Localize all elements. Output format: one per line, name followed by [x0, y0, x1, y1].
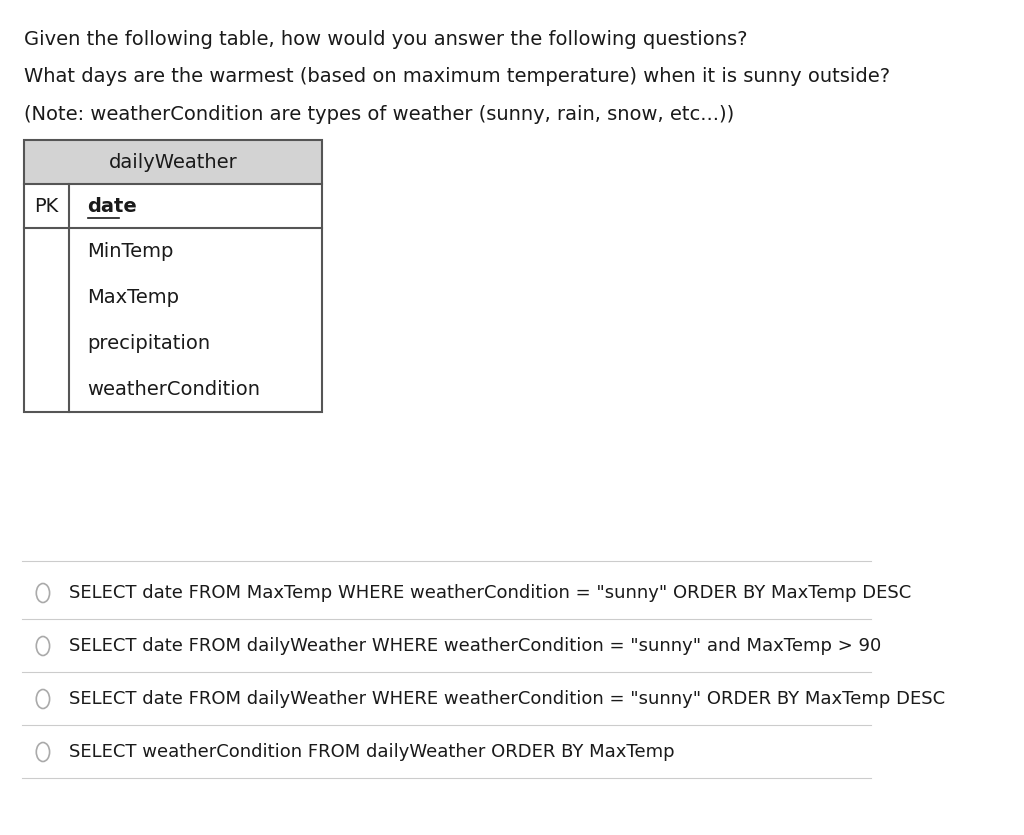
Text: MaxTemp: MaxTemp: [88, 287, 179, 306]
Text: MinTemp: MinTemp: [88, 241, 174, 261]
Text: dailyWeather: dailyWeather: [109, 153, 238, 171]
Text: SELECT weatherCondition FROM dailyWeather ORDER BY MaxTemp: SELECT weatherCondition FROM dailyWeathe…: [69, 743, 675, 761]
Text: Given the following table, how would you answer the following questions?: Given the following table, how would you…: [24, 30, 748, 49]
Text: SELECT date FROM dailyWeather WHERE weatherCondition = "sunny" and MaxTemp > 90: SELECT date FROM dailyWeather WHERE weat…: [69, 637, 881, 655]
Text: What days are the warmest (based on maximum temperature) when it is sunny outsid: What days are the warmest (based on maxi…: [24, 67, 890, 86]
Bar: [24, 140, 323, 412]
Text: precipitation: precipitation: [88, 333, 211, 352]
Text: PK: PK: [34, 196, 58, 215]
Bar: [24, 140, 323, 184]
Text: date: date: [88, 196, 137, 215]
Text: SELECT date FROM MaxTemp WHERE weatherCondition = "sunny" ORDER BY MaxTemp DESC: SELECT date FROM MaxTemp WHERE weatherCo…: [69, 584, 911, 602]
Text: (Note: weatherCondition are types of weather (sunny, rain, snow, etc...)): (Note: weatherCondition are types of wea…: [24, 105, 734, 124]
Text: SELECT date FROM dailyWeather WHERE weatherCondition = "sunny" ORDER BY MaxTemp : SELECT date FROM dailyWeather WHERE weat…: [69, 690, 945, 708]
Text: weatherCondition: weatherCondition: [88, 379, 260, 398]
